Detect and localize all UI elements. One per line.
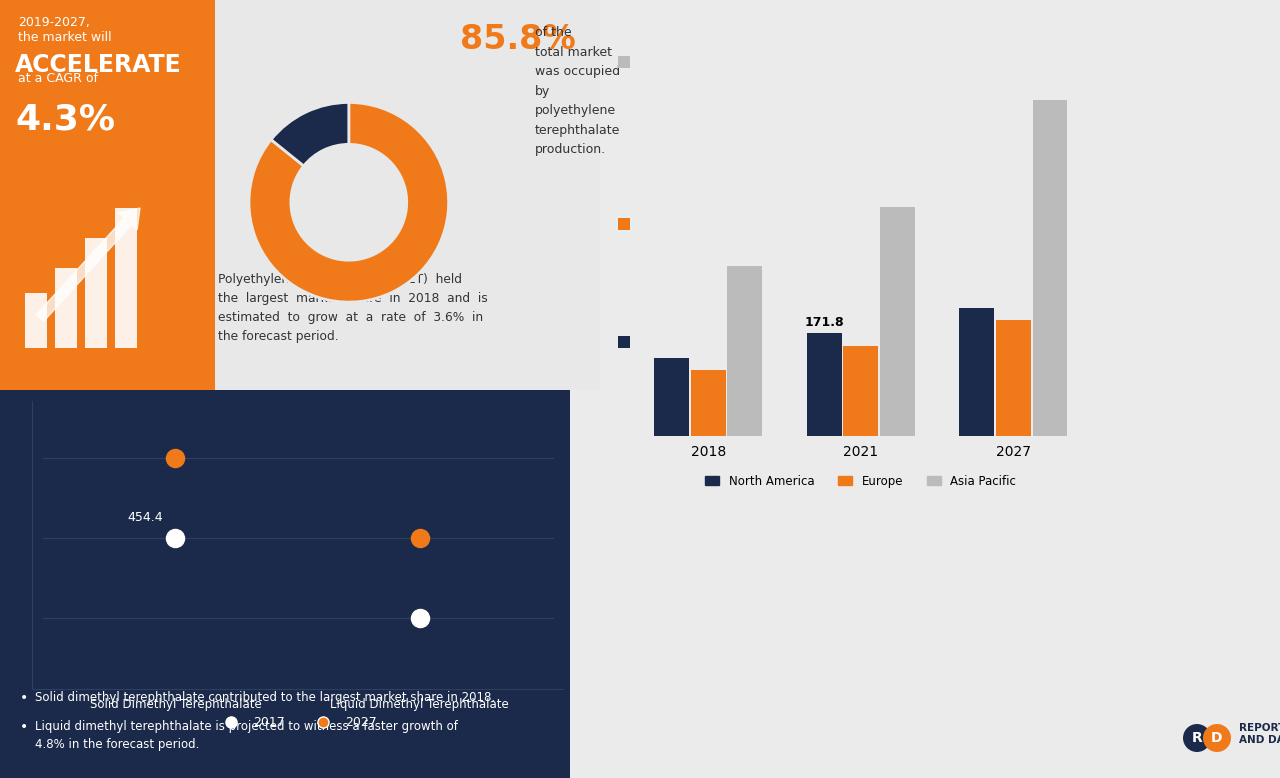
- Bar: [996, 320, 1030, 436]
- Text: ACCELERATE: ACCELERATE: [15, 53, 182, 77]
- Text: •: •: [20, 720, 28, 734]
- Bar: [618, 218, 630, 230]
- Text: 4.3%: 4.3%: [15, 102, 115, 136]
- Text: Solid dimethyl terephthalate contributed to the largest market share in 2018.: Solid dimethyl terephthalate contributed…: [35, 691, 495, 704]
- Bar: [84, 238, 108, 348]
- Text: 171.8: 171.8: [804, 317, 844, 329]
- Text: North America held the second-largest market share in 2018
and is likely to grow: North America held the second-largest ma…: [636, 336, 987, 423]
- Text: •: •: [20, 691, 28, 705]
- Text: 2019-2027,: 2019-2027,: [18, 16, 90, 29]
- Circle shape: [1203, 724, 1231, 752]
- Text: the market will: the market will: [18, 31, 111, 44]
- Wedge shape: [248, 103, 448, 302]
- Text: D: D: [1211, 731, 1222, 745]
- Text: at a CAGR of: at a CAGR of: [18, 72, 99, 85]
- Text: Europe is anticipated to grow at a rate of 3.9% in the period
2019-2027.: Europe is anticipated to grow at a rate …: [636, 218, 983, 250]
- Bar: [727, 266, 763, 436]
- Bar: [1033, 100, 1068, 436]
- Text: The market in the Asia Pacific region dominated the market in
2018 and is likely: The market in the Asia Pacific region do…: [636, 56, 995, 162]
- Text: Polyethylene  terephthalate  (PET)  held
the  largest  market  share  in  2018  : Polyethylene terephthalate (PET) held th…: [218, 273, 488, 343]
- Circle shape: [1183, 724, 1211, 752]
- Bar: [55, 268, 77, 348]
- Bar: [959, 308, 995, 436]
- Text: of the
total market
was occupied
by
polyethylene
terephthalate
production.: of the total market was occupied by poly…: [535, 26, 621, 156]
- Bar: [0, 0, 215, 390]
- Legend: North America, Europe, Asia Pacific: North America, Europe, Asia Pacific: [700, 470, 1021, 492]
- Text: REPORTS
AND DATA: REPORTS AND DATA: [1239, 723, 1280, 745]
- Text: 85.8%: 85.8%: [460, 23, 576, 56]
- Bar: [0, 390, 570, 778]
- Bar: [806, 334, 841, 436]
- Bar: [618, 336, 630, 348]
- Text: Liquid dimethyl terephthalate is projected to witness a faster growth of
4.8% in: Liquid dimethyl terephthalate is project…: [35, 720, 458, 751]
- Text: 454.4: 454.4: [128, 510, 164, 524]
- Text: R: R: [1192, 731, 1202, 745]
- Bar: [881, 207, 915, 436]
- Legend: 2017, 2027: 2017, 2027: [214, 711, 381, 734]
- Wedge shape: [271, 103, 349, 166]
- Bar: [618, 56, 630, 68]
- FancyArrow shape: [36, 208, 140, 321]
- Bar: [115, 208, 137, 348]
- Bar: [844, 346, 878, 436]
- Bar: [26, 293, 47, 348]
- Bar: [654, 359, 689, 436]
- Bar: [215, 0, 600, 390]
- Bar: [691, 370, 726, 436]
